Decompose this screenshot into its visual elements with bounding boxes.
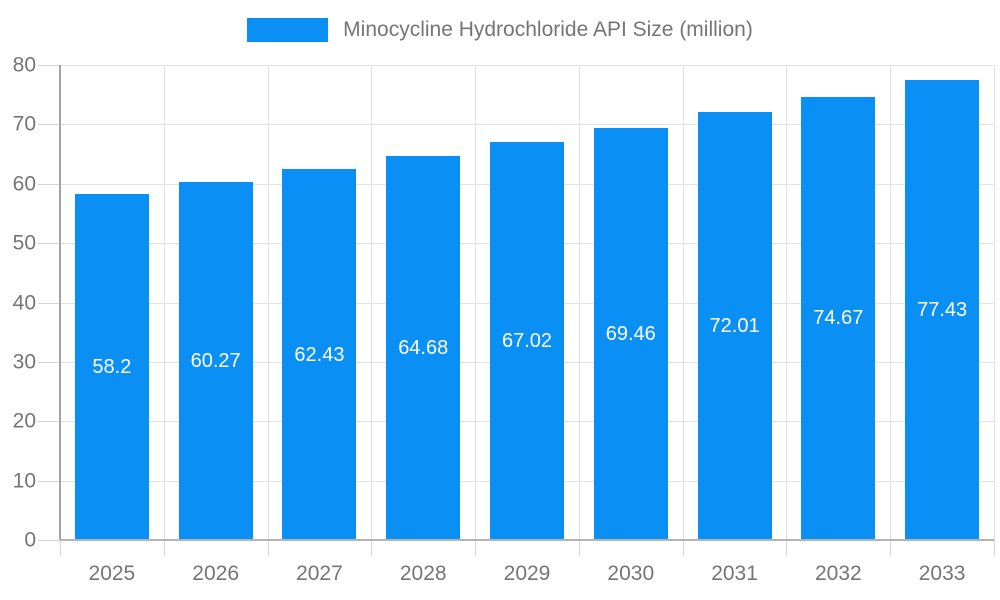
y-axis-tick	[38, 421, 60, 423]
x-axis-category-label: 2028	[399, 562, 447, 585]
legend-swatch-icon	[247, 18, 329, 42]
legend-label: Minocycline Hydrochloride API Size (mill…	[343, 18, 753, 41]
x-axis-tick	[578, 540, 580, 556]
bar-value-label: 62.43	[294, 343, 345, 366]
bar-2029: 67.02	[490, 142, 564, 540]
x-gridline	[163, 65, 165, 540]
bar-2030: 69.46	[593, 127, 668, 540]
bar-2033: 77.43	[905, 80, 980, 540]
x-axis-line	[60, 539, 994, 541]
y-axis-tick-label: 60	[12, 172, 36, 196]
x-gridline	[682, 65, 684, 540]
chart-legend-item[interactable]: Minocycline Hydrochloride API Size (mill…	[0, 18, 1000, 42]
bar-value-label: 67.02	[501, 330, 553, 353]
y-axis-tick	[38, 540, 60, 541]
y-axis-tick-label: 40	[12, 291, 36, 314]
plot-area: 0 10 20 30 40 50 60 70 80 58.2 2025 60.27 2026 62.43 2…	[13, 55, 995, 584]
bar-value-label: 64.68	[398, 336, 449, 359]
y-axis-tick-label: 10	[12, 469, 36, 493]
x-axis-category-label: 2033	[918, 562, 966, 585]
x-axis-tick	[786, 540, 788, 556]
bar-2031: 72.01	[697, 112, 772, 540]
x-axis-tick	[475, 540, 477, 556]
bar-2026: 60.27	[178, 182, 253, 540]
y-axis-line	[59, 65, 61, 540]
y-axis-tick	[38, 183, 60, 185]
y-axis-tick	[38, 480, 60, 482]
x-axis-tick	[267, 540, 269, 556]
x-axis-tick	[371, 540, 373, 556]
x-axis-tick	[682, 540, 684, 556]
y-axis-tick	[38, 302, 60, 304]
bar-value-label: 69.46	[605, 322, 656, 345]
x-axis-category-label: 2027	[296, 562, 343, 585]
y-axis-tick-label: 50	[12, 231, 36, 255]
x-axis-category-label: 2032	[814, 562, 862, 585]
y-axis-tick-label: 20	[12, 409, 36, 433]
x-gridline	[994, 65, 995, 540]
bar-2028: 64.68	[386, 155, 461, 540]
y-axis-tick-label: 70	[12, 112, 36, 136]
y-axis-tick	[38, 65, 60, 66]
bar-value-label: 77.43	[917, 299, 968, 322]
y-axis-tick	[38, 243, 60, 245]
x-gridline	[578, 65, 580, 540]
x-axis-tick	[60, 540, 61, 556]
y-gridline	[60, 65, 994, 66]
x-axis-category-label: 2026	[192, 562, 240, 585]
x-gridline	[890, 65, 892, 540]
bar-2025: 58.2	[74, 194, 149, 540]
bar-2027: 62.43	[282, 169, 357, 540]
bar-value-label: 58.2	[92, 356, 132, 379]
x-gridline	[786, 65, 788, 540]
bar-value-label: 60.27	[190, 350, 241, 373]
x-axis-category-label: 2031	[711, 562, 758, 585]
y-axis-tick	[38, 361, 60, 363]
x-axis-tick	[890, 540, 892, 556]
x-axis-category-label: 2025	[88, 562, 136, 585]
y-axis-tick	[38, 124, 60, 126]
x-axis-tick	[163, 540, 165, 556]
bar-2032: 74.67	[801, 96, 876, 540]
x-gridline	[267, 65, 269, 540]
bar-value-label: 74.67	[813, 307, 864, 330]
x-axis-category-label: 2029	[503, 562, 551, 585]
x-axis-category-label: 2030	[607, 562, 655, 585]
x-axis-tick	[994, 540, 995, 556]
bar-value-label: 72.01	[709, 315, 760, 338]
y-axis-tick-label: 30	[12, 350, 36, 374]
x-gridline	[475, 65, 477, 540]
y-axis-tick-label: 0	[24, 528, 36, 552]
y-gridline	[60, 124, 994, 126]
y-axis-tick-label: 80	[12, 53, 36, 77]
x-gridline	[371, 65, 373, 540]
